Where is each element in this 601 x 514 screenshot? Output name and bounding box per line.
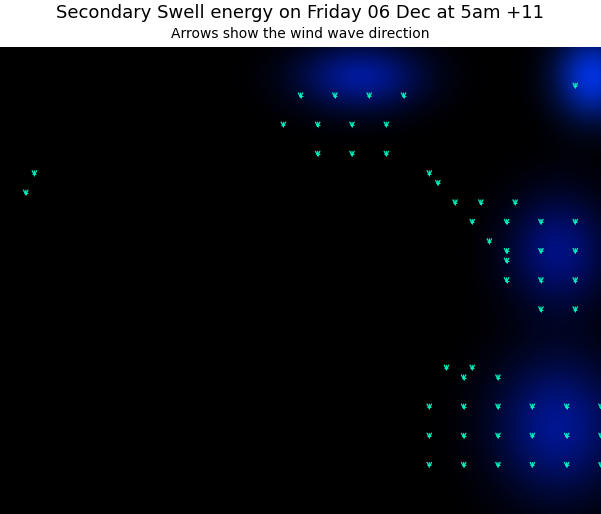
Text: Secondary Swell energy on Friday 06 Dec at 5am +11: Secondary Swell energy on Friday 06 Dec … xyxy=(56,4,545,22)
Text: Arrows show the wind wave direction: Arrows show the wind wave direction xyxy=(171,27,430,41)
